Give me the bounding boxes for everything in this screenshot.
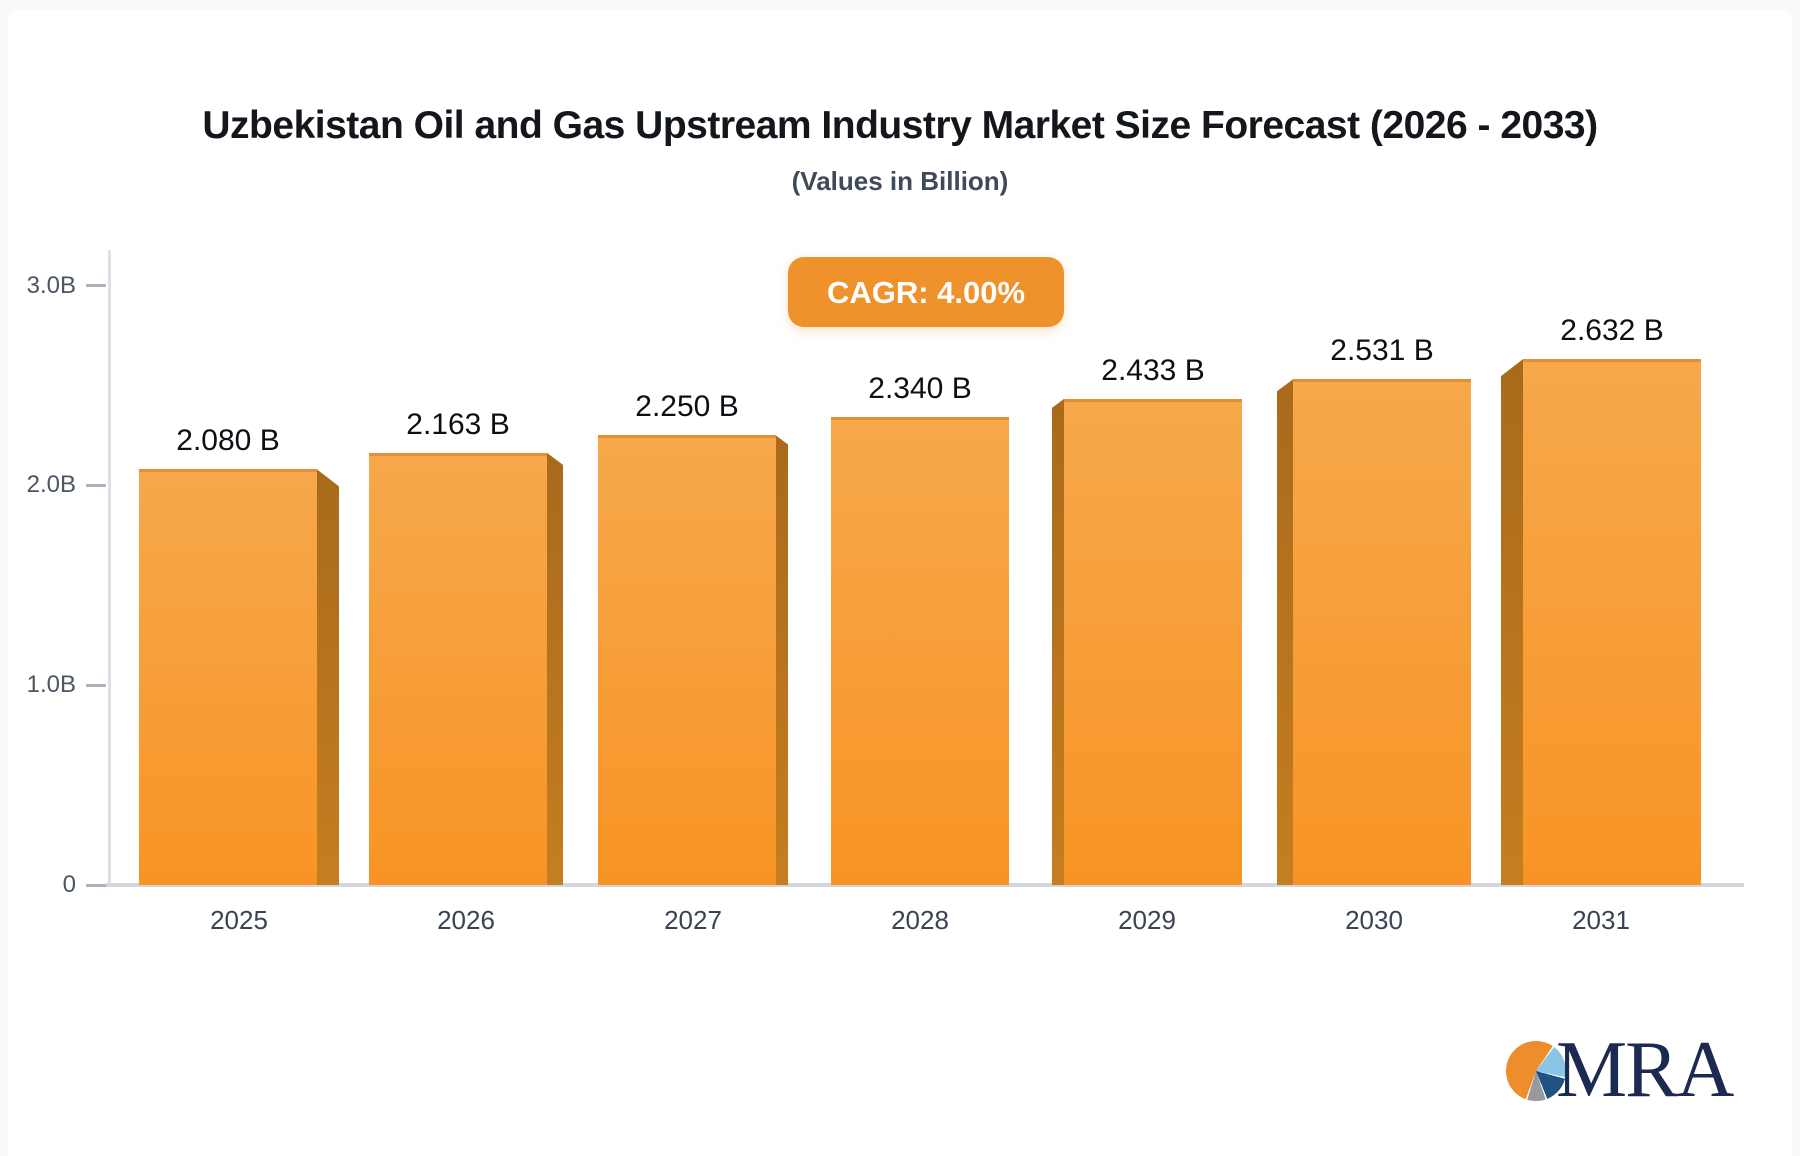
x-axis-label-2031: 2031 [1572,905,1630,935]
bar-2031 [1523,359,1701,885]
bar-2029-side-face [1052,398,1064,885]
bar-2031-side-face [1501,359,1523,885]
cagr-badge-label: CAGR: 4.00% [826,274,1026,310]
bar-value-label-2030: 2.531 B [1330,334,1434,368]
y-tick-dash [86,683,106,687]
y-tick-label: 2.0B [26,471,76,499]
bar-2025-side-face [317,469,339,885]
bar-2026 [369,452,547,885]
x-axis-label-2027: 2027 [664,905,722,935]
bar-2029 [1064,398,1242,885]
bar-2030 [1293,379,1471,885]
bar-2026-side-face [547,452,563,885]
chart-title: Uzbekistan Oil and Gas Upstream Industry… [202,104,1598,147]
bar-value-label-2025: 2.080 B [176,424,280,458]
bar-value-label-2028: 2.340 B [868,372,972,406]
mra-logo: MRA [1506,1026,1734,1114]
y-axis-line [108,250,111,887]
cagr-badge: CAGR: 4.00% [788,257,1064,327]
x-axis-label-2030: 2030 [1345,905,1403,935]
x-axis-baseline [106,883,1744,887]
y-tick-label: 0 [62,871,76,898]
x-axis-label-2028: 2028 [891,905,949,935]
y-tick-dash [86,483,106,487]
x-axis-label-2025: 2025 [210,905,268,935]
x-axis-label-2026: 2026 [437,905,495,935]
bar-value-label-2031: 2.632 B [1560,314,1664,348]
mra-logo-text: MRA [1556,1026,1734,1114]
y-tick-dash [86,883,106,887]
bar-2025 [139,469,317,885]
y-tick-label: 3.0B [26,271,76,299]
bar-2028 [831,417,1009,885]
y-tick-dash [86,284,106,288]
bar-value-label-2029: 2.433 B [1101,353,1205,387]
pie-chart-logo-icon [1506,1040,1566,1101]
y-tick-label: 1.0B [26,671,76,699]
bar-2027 [598,435,776,885]
bar-value-label-2027: 2.250 B [635,390,739,424]
bar-2027-side-face [776,435,788,885]
bar-2030-side-face [1277,379,1293,885]
x-axis-label-2029: 2029 [1118,905,1176,935]
bar-value-label-2026: 2.163 B [406,407,510,441]
chart-subtitle: (Values in Billion) [791,166,1009,196]
